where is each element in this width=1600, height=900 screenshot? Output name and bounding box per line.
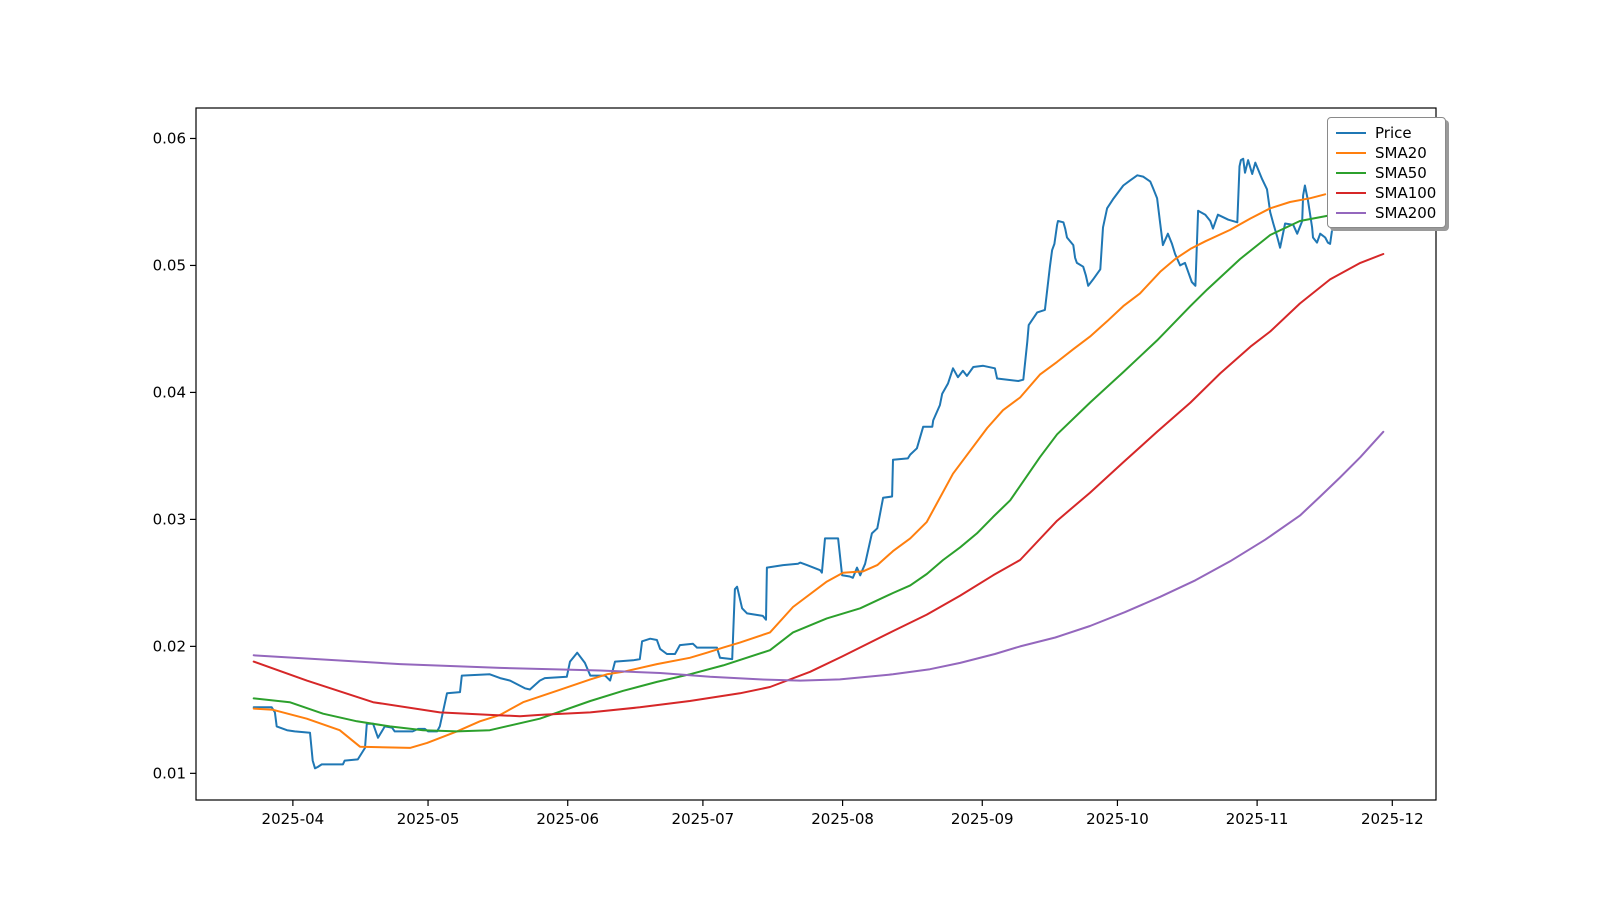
series-line-price [252,157,1333,770]
legend-label: SMA100 [1375,184,1437,202]
x-tick-label: 2025-06 [536,810,599,828]
legend-label: SMA20 [1375,144,1427,162]
x-tick-label: 2025-07 [672,810,735,828]
legend-line-sample [1336,152,1366,154]
legend-entry-sma200: SMA200 [1336,203,1436,223]
y-tick-label: 0.01 [153,764,186,782]
legend-entry-sma50: SMA50 [1336,163,1436,183]
y-tick-label: 0.05 [153,256,186,274]
y-tick-label: 0.04 [153,383,186,401]
x-tick-label: 2025-05 [397,810,460,828]
y-tick-label: 0.02 [153,637,186,655]
legend-label: Price [1375,124,1412,142]
y-tick-label: 0.03 [153,510,186,528]
x-tick-label: 2025-09 [951,810,1014,828]
y-tick-label: 0.06 [153,129,186,147]
series-line-sma100 [252,253,1385,718]
x-tick-label: 2025-11 [1226,810,1289,828]
legend: Price SMA20 SMA50 SMA100 SMA200 [1327,117,1447,228]
legend-line-sample [1336,172,1366,174]
axes-spines [195,107,1437,801]
legend-entry-price: Price [1336,123,1436,143]
x-tick-label: 2025-12 [1361,810,1424,828]
x-tick-label: 2025-04 [262,810,325,828]
legend-entry-sma20: SMA20 [1336,143,1436,163]
legend-label: SMA200 [1375,204,1437,222]
series-line-sma200 [252,430,1385,682]
series-line-sma50 [252,214,1328,733]
legend-label: SMA50 [1375,164,1427,182]
x-tick-label: 2025-10 [1086,810,1149,828]
legend-line-sample [1336,132,1366,134]
x-tick-label: 2025-08 [811,810,874,828]
legend-entry-sma100: SMA100 [1336,183,1436,203]
legend-line-sample [1336,212,1366,214]
legend-line-sample [1336,192,1366,194]
series-line-sma20 [252,193,1327,749]
